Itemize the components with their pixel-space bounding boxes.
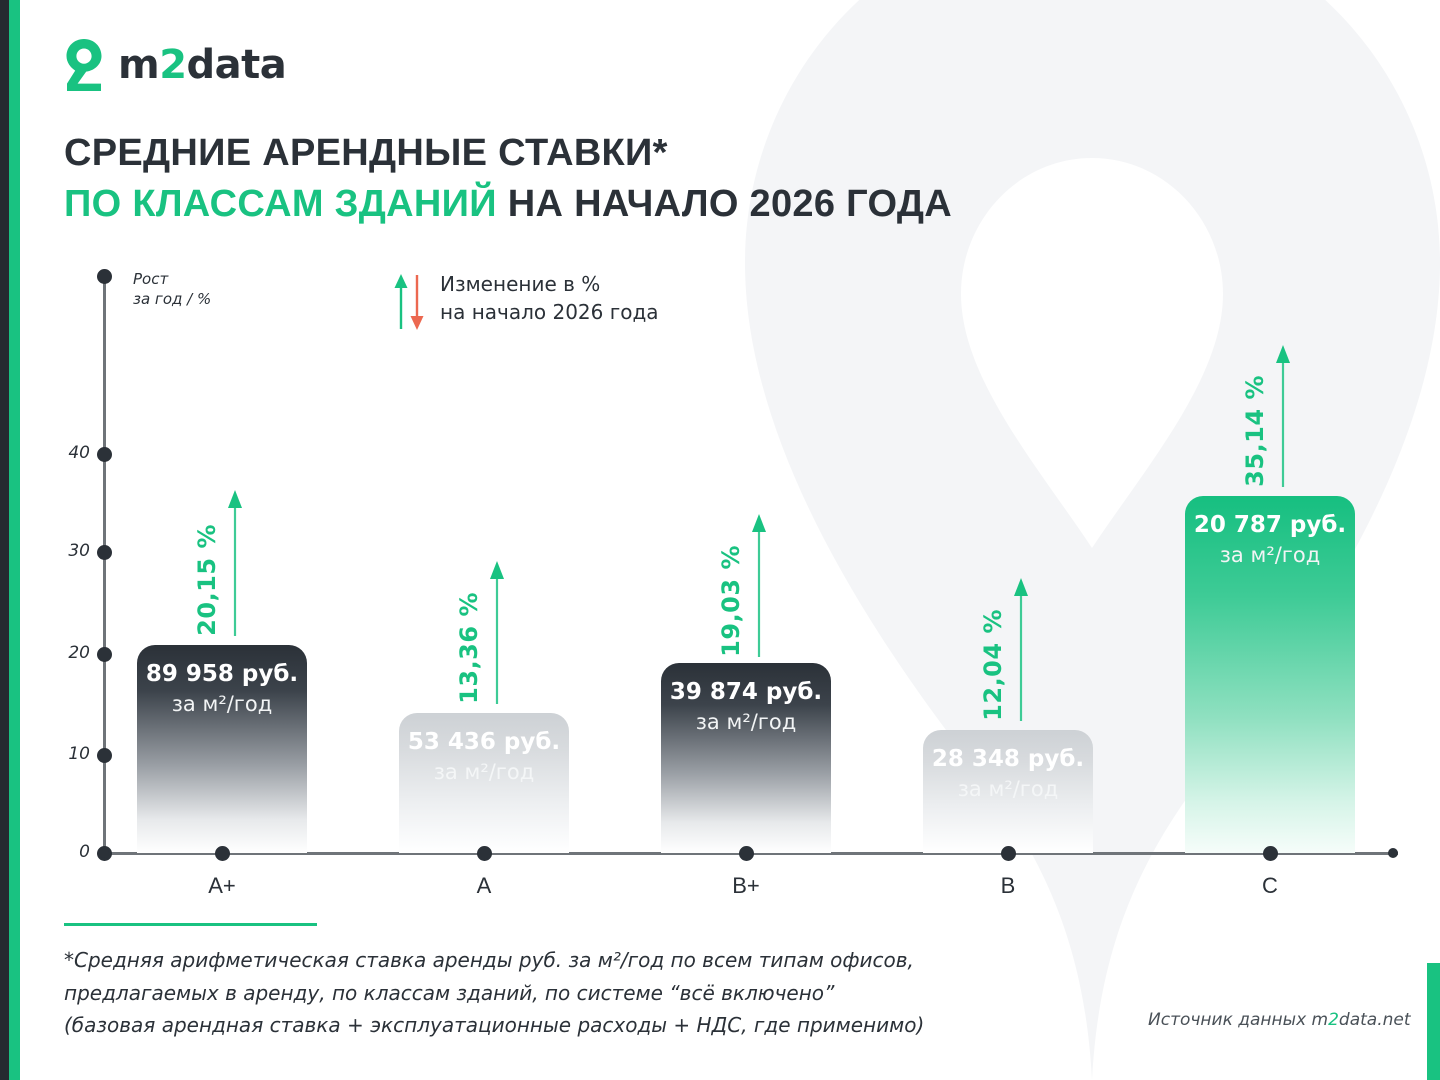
logo-wordmark: m2data [118,42,287,88]
arrow-up-icon [490,561,504,704]
x-axis-start-dot [99,848,109,858]
source-suffix: data.net [1338,1010,1411,1030]
growth-label-a: 13,36 % [455,592,483,704]
y-axis-caption-line-1: Рост [133,270,169,288]
bar-unit-a: за м²/год [433,760,535,784]
arrow-up-icon [228,490,242,636]
x-tick-dot-c [1263,846,1278,861]
logo-text-data: data [186,42,287,88]
y-tick-label-30: 30 [68,541,90,561]
bar-unit-a-plus: за м²/год [171,692,273,716]
source-accent: 2 [1328,1010,1339,1030]
growth-marker-c: 35,14 % [1241,345,1293,487]
x-tick-dot-b [1001,846,1016,861]
bar-unit-c: за м²/год [1219,543,1321,567]
brand-logo[interactable]: m2data [64,38,287,92]
bar-b[interactable]: 28 348 руб. за м²/год [923,730,1093,853]
y-axis-caption: Рост за год / % [133,270,211,310]
bar-unit-b: за м²/год [957,777,1059,801]
title-line-2-accent: ПО КЛАССАМ ЗДАНИЙ [64,182,497,225]
left-edge-green-stripe [9,0,20,1080]
growth-label-b: 12,04 % [979,609,1007,721]
y-axis-top-dot [97,269,112,284]
growth-marker-a: 13,36 % [455,561,507,704]
footnote-text: *Средняя арифметическая ставка аренды ру… [64,948,925,1038]
map-pin-icon [66,39,102,91]
logo-text-2: 2 [159,42,187,88]
legend-arrows-icon [394,274,424,330]
arrow-up-icon [1014,578,1028,721]
y-tick-label-20: 20 [68,643,90,663]
bar-unit-b-plus: за м²/год [695,710,797,734]
arrow-up-icon [394,274,408,329]
y-tick-label-0: 0 [79,842,90,862]
title-line-2-rest: НА НАЧАЛО 2026 ГОДА [496,182,952,225]
x-axis-end-dot [1388,848,1398,858]
x-tick-dot-a [477,846,492,861]
source-prefix: Источник данных m [1148,1010,1329,1030]
legend-line-2: на начало 2026 года [440,300,659,325]
growth-label-a-plus: 20,15 % [193,524,221,636]
bar-value-b-plus: 39 874 руб. [669,679,823,705]
x-tick-dot-a-plus [215,846,230,861]
title-line-2: ПО КЛАССАМ ЗДАНИЙ НА НАЧАЛО 2026 ГОДА [64,179,952,230]
bar-b-plus[interactable]: 39 874 руб. за м²/год [661,663,831,853]
left-edge-dark-stripe [0,0,9,1080]
page-title: СРЕДНИЕ АРЕНДНЫЕ СТАВКИ* ПО КЛАССАМ ЗДАН… [64,128,952,229]
bar-c[interactable]: 20 787 руб. за м²/год [1185,496,1355,853]
growth-label-b-plus: 19,03 % [717,545,745,657]
growth-marker-a-plus: 20,15 % [193,490,245,636]
x-tick-label-a: A [476,873,492,898]
logo-text-m: m [118,42,160,88]
x-tick-dot-b-plus [739,846,754,861]
y-axis-caption-line-2: за год / % [133,289,212,308]
y-tick-dot-10 [97,748,112,763]
arrow-up-icon [1276,345,1290,487]
bar-a-plus[interactable]: 89 958 руб. за м²/год [137,645,307,853]
bar-value-c: 20 787 руб. [1193,512,1347,538]
bar-value-a: 53 436 руб. [407,729,561,755]
arrow-down-icon [410,275,424,330]
growth-marker-b-plus: 19,03 % [717,514,769,657]
y-axis-line [103,276,106,854]
legend-line-1: Изменение в % [440,272,601,296]
y-tick-dot-40 [97,447,112,462]
data-source-label: Источник данных m2data.net [1148,1010,1411,1030]
bottom-right-green-stripe [1427,963,1440,1080]
bar-value-b: 28 348 руб. [931,746,1085,772]
y-tick-dot-20 [97,647,112,662]
x-tick-label-b: B [1000,873,1016,898]
y-tick-label-10: 10 [68,744,90,764]
y-tick-dot-30 [97,545,112,560]
footnote-divider [64,923,317,926]
bar-value-a-plus: 89 958 руб. [145,661,299,687]
y-tick-label-40: 40 [68,443,90,463]
growth-marker-b: 12,04 % [979,578,1031,721]
legend-text: Изменение в % на начало 2026 года [440,270,659,327]
growth-label-c: 35,14 % [1241,375,1269,487]
x-tick-label-b-plus: B+ [732,873,760,898]
x-tick-label-c: C [1262,873,1278,898]
x-tick-label-a-plus: A+ [208,873,236,898]
arrow-up-icon [752,514,766,657]
legend: Изменение в % на начало 2026 года [392,270,659,331]
title-line-1: СРЕДНИЕ АРЕНДНЫЕ СТАВКИ* [64,132,668,174]
bar-a[interactable]: 53 436 руб. за м²/год [399,713,569,853]
